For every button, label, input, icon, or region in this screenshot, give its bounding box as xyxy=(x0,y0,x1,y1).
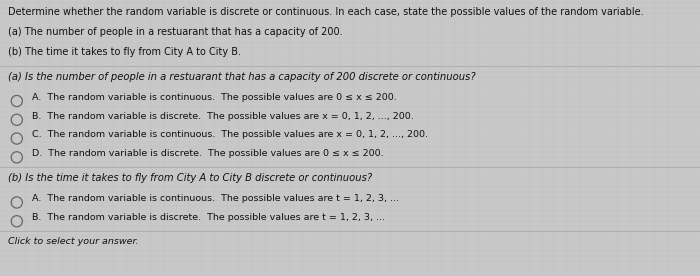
Text: (b) The time it takes to fly from City A to City B.: (b) The time it takes to fly from City A… xyxy=(8,47,241,57)
Text: D.  The random variable is discrete.  The possible values are 0 ≤ x ≤ 200.: D. The random variable is discrete. The … xyxy=(32,149,383,158)
Text: B.  The random variable is discrete.  The possible values are t = 1, 2, 3, ...: B. The random variable is discrete. The … xyxy=(32,213,384,222)
Text: (a) Is the number of people in a restuarant that has a capacity of 200 discrete : (a) Is the number of people in a restuar… xyxy=(8,72,476,82)
Text: C.  The random variable is continuous.  The possible values are x = 0, 1, 2, ...: C. The random variable is continuous. Th… xyxy=(32,130,428,139)
Text: Determine whether the random variable is discrete or continuous. In each case, s: Determine whether the random variable is… xyxy=(8,7,644,17)
Text: (b) Is the time it takes to fly from City A to City B discrete or continuous?: (b) Is the time it takes to fly from Cit… xyxy=(8,174,372,184)
Text: B.  The random variable is discrete.  The possible values are x = 0, 1, 2, ..., : B. The random variable is discrete. The … xyxy=(32,112,413,121)
Text: A.  The random variable is continuous.  The possible values are t = 1, 2, 3, ...: A. The random variable is continuous. Th… xyxy=(32,194,398,203)
Text: Click to select your answer.: Click to select your answer. xyxy=(8,237,139,246)
Text: A.  The random variable is continuous.  The possible values are 0 ≤ x ≤ 200.: A. The random variable is continuous. Th… xyxy=(32,93,396,102)
Text: (a) The number of people in a restuarant that has a capacity of 200.: (a) The number of people in a restuarant… xyxy=(8,27,343,37)
